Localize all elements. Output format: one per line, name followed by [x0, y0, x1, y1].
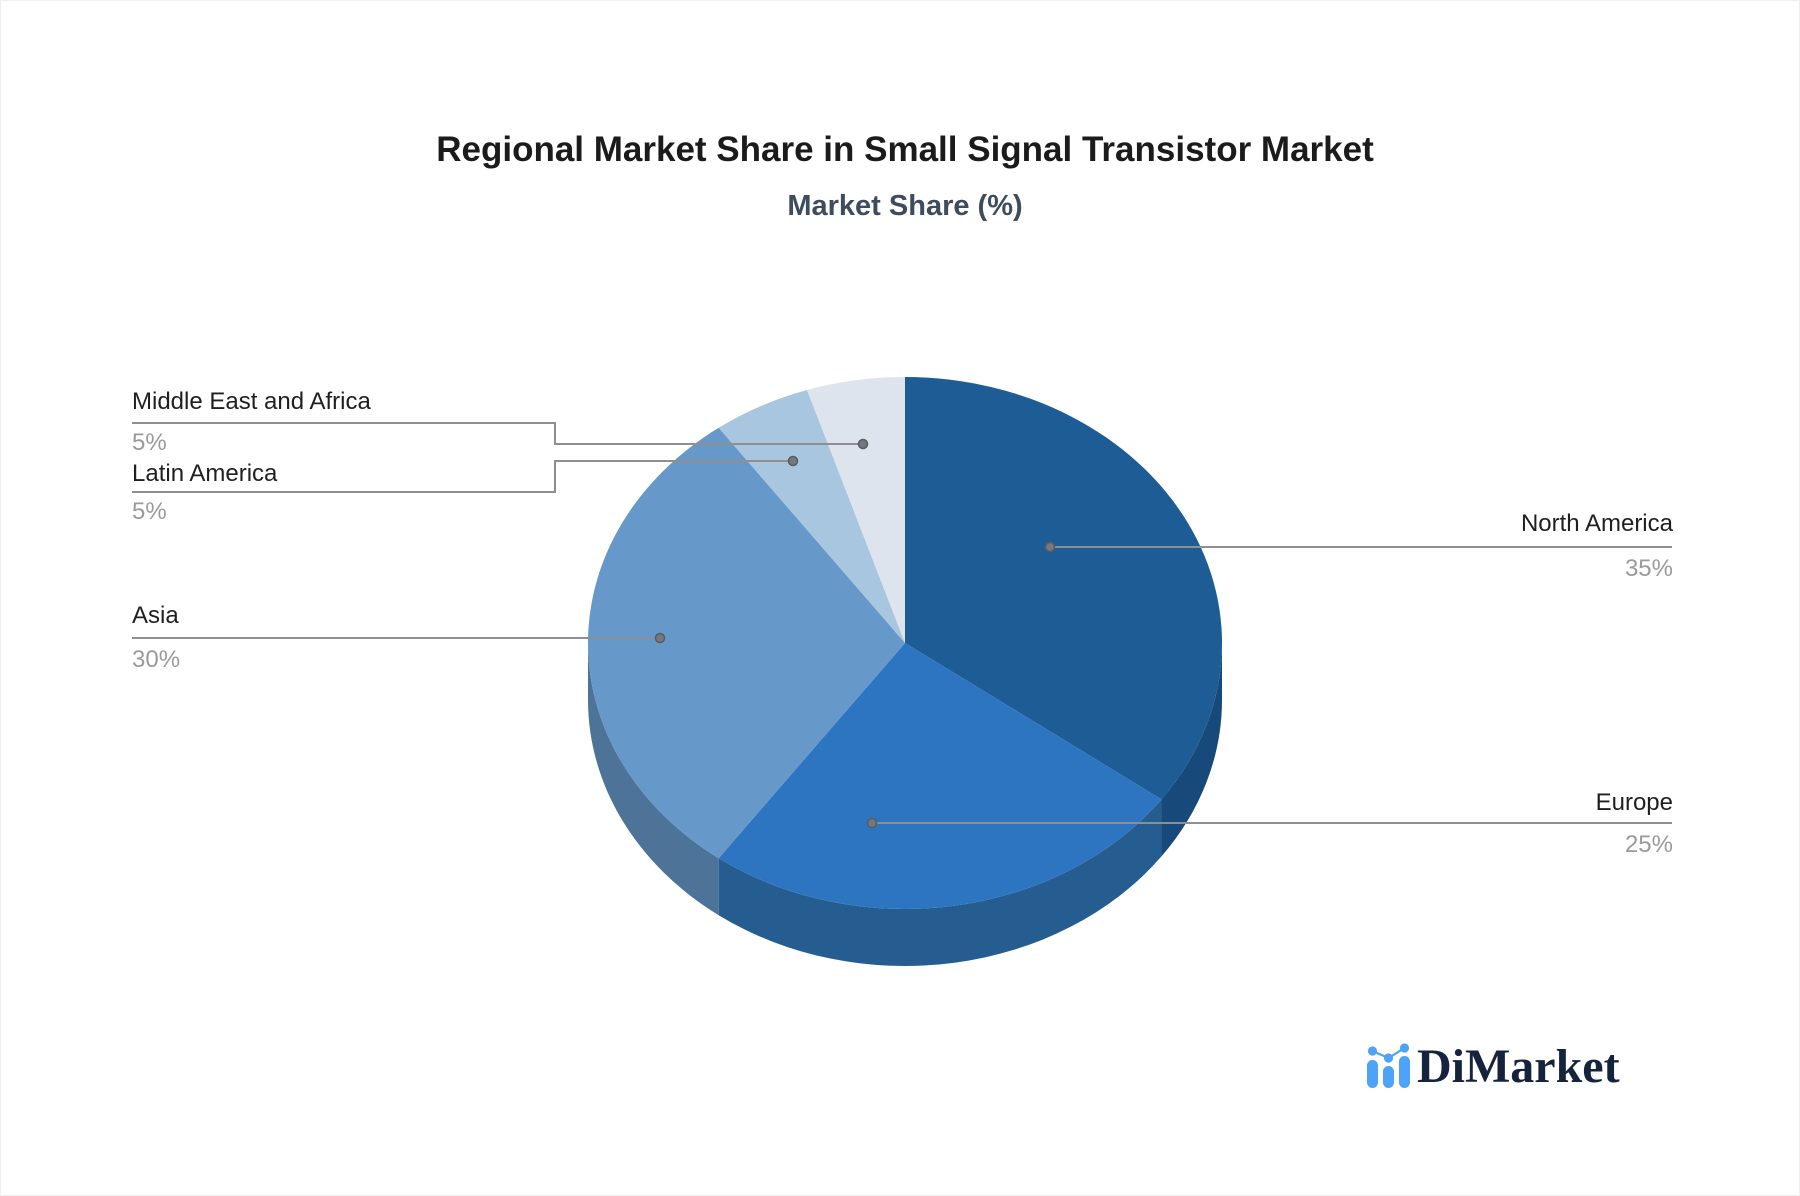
slice-pct-asia: 30% [132, 646, 181, 673]
pie-side-europe [718, 799, 1162, 967]
leader-line-latin-america [132, 460, 793, 493]
pie-slice-latin-america[interactable] [718, 390, 905, 643]
leader-line-middle-east-and-africa [132, 422, 863, 445]
slice-label-latin-america: Latin America [132, 460, 278, 487]
leader-dot-middle-east-and-africa [857, 438, 869, 450]
slice-pct-europe: 25% [1624, 831, 1673, 858]
dimarket-logo: DiMarket [1363, 1036, 1620, 1092]
slice-pct-middle-east-africa: 5% [132, 429, 167, 456]
logo-text: DiMarket [1417, 1040, 1620, 1093]
pie-slice-asia[interactable] [587, 427, 905, 859]
leader-dot-north-america [1044, 541, 1056, 553]
slice-pct-latin-america: 5% [132, 498, 167, 525]
slice-label-europe: Europe [1595, 789, 1673, 816]
leader-dot-asia [654, 632, 666, 644]
chart-subtitle: Market Share (%) [787, 190, 1023, 222]
leader-dot-latin-america [787, 455, 799, 467]
pie-slice-north-america[interactable] [905, 377, 1222, 800]
leader-dot-europe [866, 817, 878, 829]
slice-label-north-america: North America [1520, 510, 1673, 537]
bar-line-chart-icon [1367, 1043, 1410, 1088]
slice-label-middle-east-africa: Middle East and Africa [132, 388, 371, 415]
pie-side-asia [588, 643, 719, 916]
pie-side-north-america [1161, 643, 1222, 857]
slice-pct-north-america: 35% [1624, 555, 1673, 582]
slice-label-asia: Asia [132, 602, 179, 629]
chart-title: Regional Market Share in Small Signal Tr… [436, 130, 1374, 169]
pie-slice-europe[interactable] [718, 643, 1162, 910]
